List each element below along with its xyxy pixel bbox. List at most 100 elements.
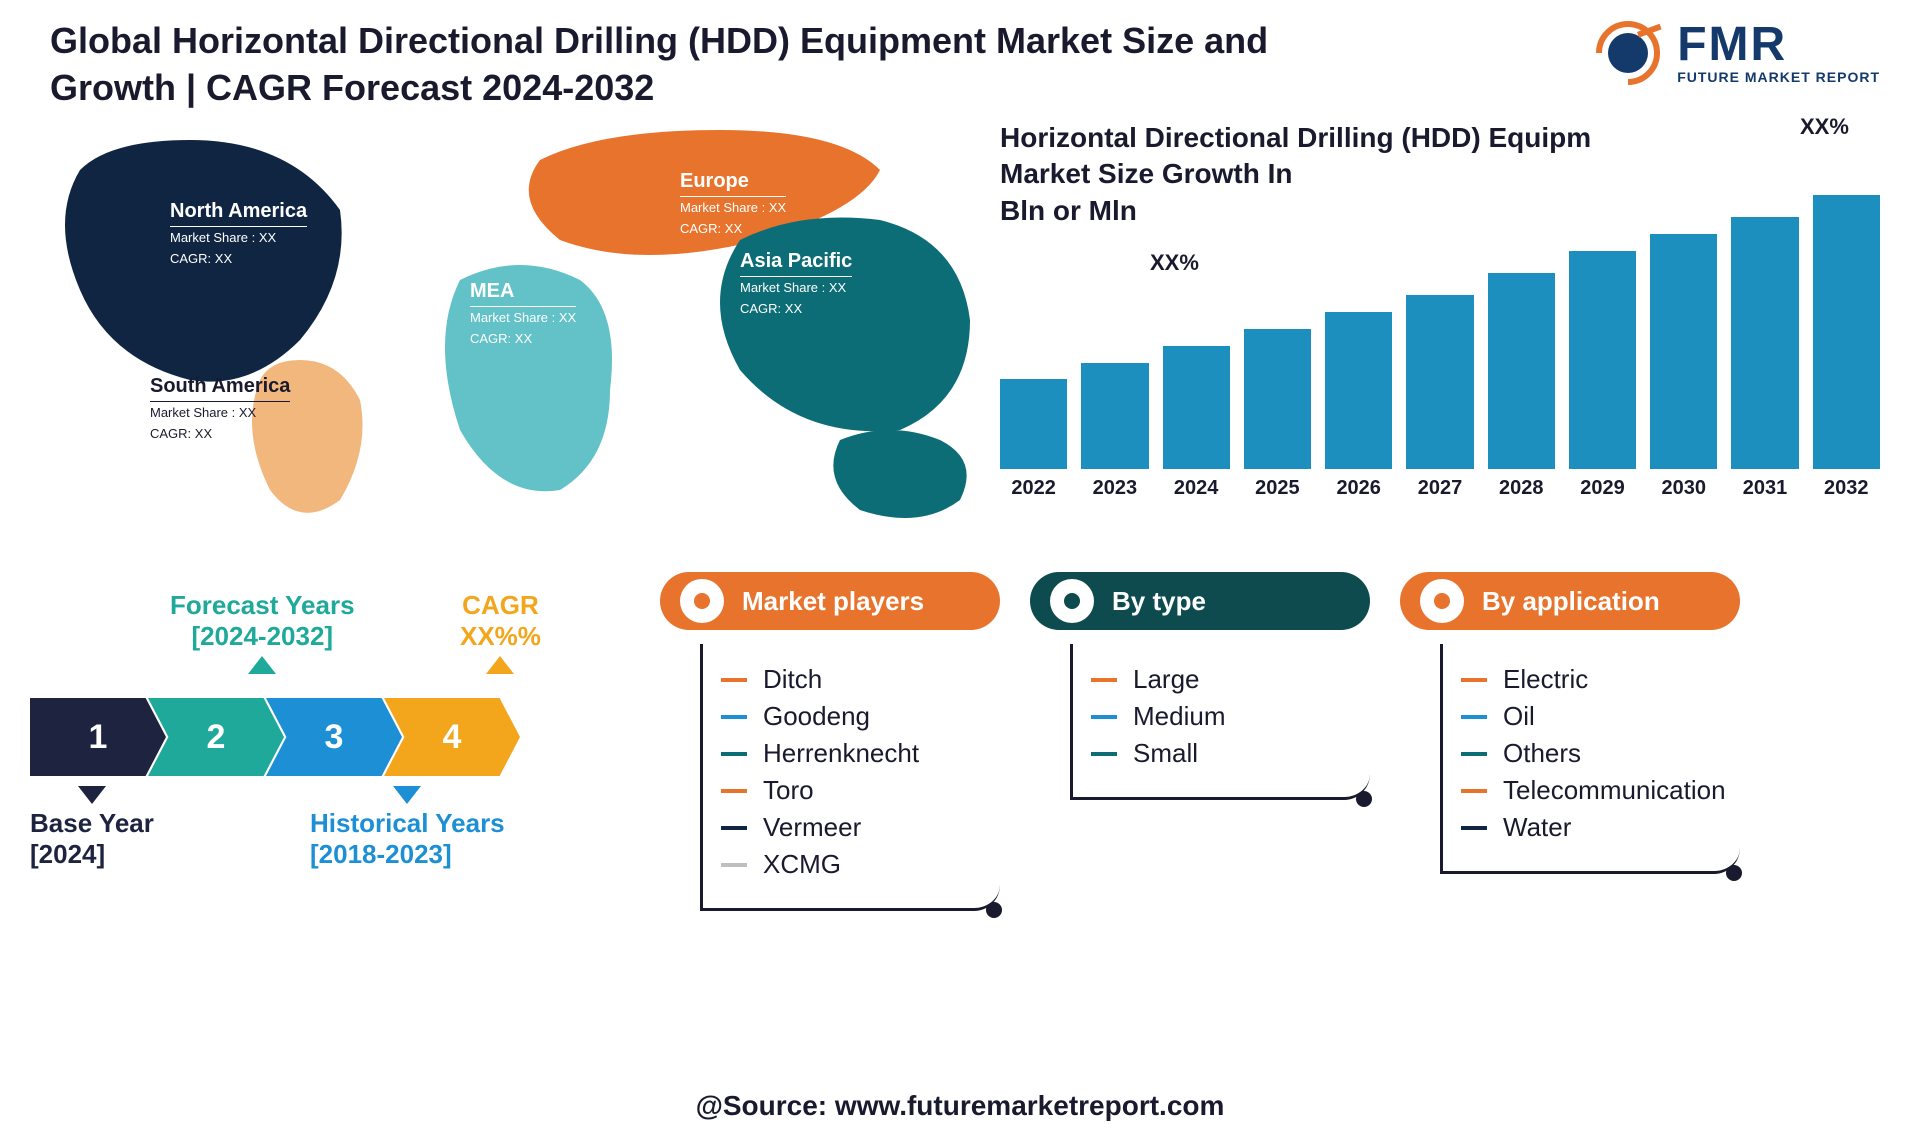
world-map: North AmericaMarket Share : XXCAGR: XXSo…: [40, 130, 980, 530]
fmr-logo-text: FMR FUTURE MARKET REPORT: [1677, 21, 1880, 85]
logo-small: FUTURE MARKET REPORT: [1677, 69, 1880, 85]
segment-by-type: By type Large Medium Small: [1030, 572, 1370, 800]
region-cagr: CAGR: XX: [470, 328, 576, 346]
timeline-bottom-label: Historical Years[2018-2023]: [310, 786, 505, 870]
bar-x-label: 2031: [1743, 477, 1788, 500]
pill-dot-icon: [1420, 579, 1464, 623]
segment-list: Large Medium Small: [1070, 644, 1370, 800]
region-name: North America: [170, 200, 307, 223]
list-item-text: Telecommunication: [1503, 775, 1726, 806]
bar: [1244, 329, 1311, 469]
list-item-text: Ditch: [763, 664, 822, 695]
bar: [1731, 217, 1798, 469]
bar-col: 2030: [1650, 234, 1717, 500]
pill-dot-icon: [1050, 579, 1094, 623]
bar: [1650, 234, 1717, 469]
segment-list: Ditch Goodeng Herrenknecht Toro Vermeer XCMG: [700, 644, 1000, 911]
segment-title: By application: [1482, 586, 1660, 617]
list-item: Water: [1461, 812, 1740, 843]
region-label-na: North America Market Share : XX CAGR: XX: [170, 200, 307, 266]
bar-x-label: 2032: [1824, 477, 1869, 500]
bar-x-label: 2029: [1580, 477, 1625, 500]
bar: [1406, 295, 1473, 469]
list-item-text: Electric: [1503, 664, 1588, 695]
list-item-text: Herrenknecht: [763, 738, 919, 769]
list-item: Large: [1091, 664, 1370, 695]
list-item-text: Medium: [1133, 701, 1225, 732]
source-attribution: @Source: www.futuremarketreport.com: [0, 1090, 1920, 1122]
list-item-text: Vermeer: [763, 812, 861, 843]
chart-title: Horizontal Directional Drilling (HDD) Eq…: [1000, 120, 1880, 229]
list-item-text: Small: [1133, 738, 1198, 769]
region-name: Europe: [680, 170, 786, 193]
region-share: Market Share : XX: [680, 196, 786, 215]
list-item: Goodeng: [721, 701, 1000, 732]
timeline: Forecast Years[2024-2032]CAGRXX%% 1234 B…: [30, 590, 630, 870]
region-cagr: CAGR: XX: [170, 248, 307, 266]
list-item: Electric: [1461, 664, 1740, 695]
bullet-icon: [1461, 752, 1487, 756]
list-item-text: Water: [1503, 812, 1571, 843]
timeline-chevrons: 1234: [30, 698, 520, 776]
bar-x-label: 2023: [1093, 477, 1138, 500]
bar-x-label: 2027: [1418, 477, 1463, 500]
region-label-sa: South America Market Share : XX CAGR: XX: [150, 375, 290, 441]
region-share: Market Share : XX: [150, 401, 290, 420]
pill-dot-icon: [680, 579, 724, 623]
segment-pill: By type: [1030, 572, 1370, 630]
bar-col: 2022: [1000, 379, 1067, 500]
bar-col: 2032: [1813, 195, 1880, 500]
list-item: Others: [1461, 738, 1740, 769]
bullet-icon: [1461, 678, 1487, 682]
list-item: Medium: [1091, 701, 1370, 732]
segment-title: Market players: [742, 586, 924, 617]
list-item: Toro: [721, 775, 1000, 806]
region-cagr: CAGR: XX: [150, 423, 290, 441]
title-line-1: Global Horizontal Directional Drilling (…: [50, 20, 1268, 61]
region-name: South America: [150, 375, 290, 398]
bar-x-label: 2025: [1255, 477, 1300, 500]
bar: [1488, 273, 1555, 469]
bar-x-label: 2030: [1662, 477, 1707, 500]
region-label-ap: Asia PacificMarket Share : XXCAGR: XX: [740, 250, 852, 316]
bullet-icon: [721, 789, 747, 793]
region-label-eu: EuropeMarket Share : XXCAGR: XX: [680, 170, 786, 236]
bar: [1325, 312, 1392, 469]
list-item-text: Goodeng: [763, 701, 870, 732]
list-item-text: XCMG: [763, 849, 841, 880]
bullet-icon: [1461, 715, 1487, 719]
list-item: Small: [1091, 738, 1370, 769]
bullet-icon: [1091, 715, 1117, 719]
segment-list: ElectricOilOthersTelecommunicationWater: [1440, 644, 1740, 874]
bullet-icon: [1461, 789, 1487, 793]
list-item-text: Toro: [763, 775, 814, 806]
region-name: Asia Pacific: [740, 250, 852, 273]
bullet-icon: [1461, 826, 1487, 830]
bullet-icon: [721, 678, 747, 682]
chart-title-l2: Market Size Growth In: [1000, 158, 1293, 189]
bar-x-label: 2022: [1011, 477, 1056, 500]
bullet-icon: [721, 826, 747, 830]
bar: [1081, 363, 1148, 469]
region-share: Market Share : XX: [470, 306, 576, 325]
fmr-logo-mark: [1593, 18, 1663, 88]
bullet-icon: [721, 715, 747, 719]
title-line-2: Growth | CAGR Forecast 2024-2032: [50, 67, 654, 108]
bar-x-label: 2026: [1336, 477, 1381, 500]
chart-title-l1: Horizontal Directional Drilling (HDD) Eq…: [1000, 122, 1591, 153]
segment-by-application: By applicationElectricOilOthersTelecommu…: [1400, 572, 1740, 874]
bar: [1000, 379, 1067, 469]
bullet-icon: [1091, 678, 1117, 682]
bullet-icon: [721, 752, 747, 756]
timeline-step: 4: [384, 698, 520, 776]
list-item: Herrenknecht: [721, 738, 1000, 769]
list-item-text: Others: [1503, 738, 1581, 769]
timeline-step: 2: [148, 698, 284, 776]
segment-pill: By application: [1400, 572, 1740, 630]
bar-col: 2025: [1244, 329, 1311, 500]
bar-col: 2023: [1081, 363, 1148, 500]
region-share: Market Share : XX: [170, 226, 307, 245]
segment-title: By type: [1112, 586, 1206, 617]
list-item-text: Large: [1133, 664, 1200, 695]
timeline-top-label: CAGRXX%%: [460, 590, 541, 674]
